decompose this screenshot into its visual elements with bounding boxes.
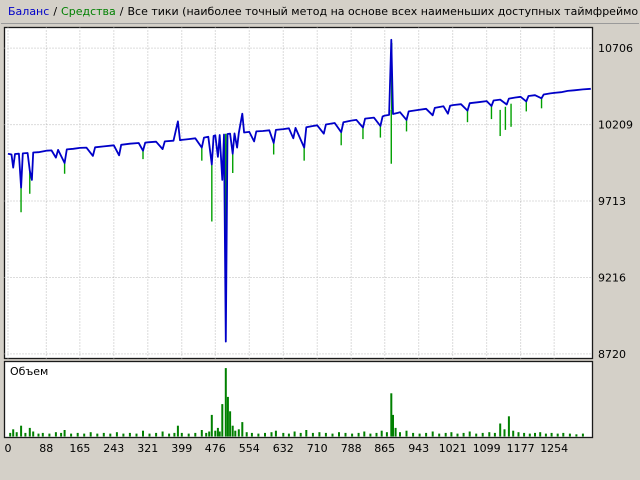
svg-text:8720: 8720 xyxy=(598,348,626,361)
svg-text:10209: 10209 xyxy=(598,119,633,132)
svg-text:321: 321 xyxy=(137,442,158,455)
svg-text:476: 476 xyxy=(205,442,226,455)
svg-text:865: 865 xyxy=(374,442,395,455)
x-axis-labels: 0 88 165 243 321 399 476 554 632 710 788 865 943 1021… xyxy=(5,442,569,455)
svg-text:9713: 9713 xyxy=(598,195,626,208)
svg-text:9216: 9216 xyxy=(598,272,626,285)
svg-text:399: 399 xyxy=(171,442,192,455)
svg-text:10706: 10706 xyxy=(598,42,633,55)
chart-description: Все тики (наиболее точный метод на основ… xyxy=(127,5,639,18)
legend-balance: Баланс xyxy=(8,5,50,18)
main-pane xyxy=(3,26,594,360)
legend-separator-2: / xyxy=(119,5,124,18)
svg-text:1021: 1021 xyxy=(439,442,467,455)
svg-text:1099: 1099 xyxy=(473,442,501,455)
svg-text:243: 243 xyxy=(103,442,124,455)
svg-text:788: 788 xyxy=(341,442,362,455)
svg-text:554: 554 xyxy=(239,442,260,455)
chart-header: Баланс / Средства / Все тики (наиболее точны… xyxy=(1,1,639,24)
balance-line xyxy=(7,38,591,343)
svg-text:1177: 1177 xyxy=(507,442,535,455)
y-axis-labels: 10706 10209 9713 9216 8720 xyxy=(598,42,633,361)
svg-text:0: 0 xyxy=(5,442,12,455)
legend-equity: Средства xyxy=(61,5,116,18)
svg-text:1254: 1254 xyxy=(540,442,568,455)
svg-text:710: 710 xyxy=(307,442,328,455)
svg-text:165: 165 xyxy=(69,442,90,455)
svg-text:943: 943 xyxy=(408,442,429,455)
volume-pane xyxy=(3,360,594,439)
svg-text:88: 88 xyxy=(39,442,53,455)
legend-separator: / xyxy=(53,5,58,18)
gridlines xyxy=(4,27,593,359)
volume-label: Объем xyxy=(10,365,48,378)
volume-bars xyxy=(9,368,584,437)
svg-text:632: 632 xyxy=(273,442,294,455)
